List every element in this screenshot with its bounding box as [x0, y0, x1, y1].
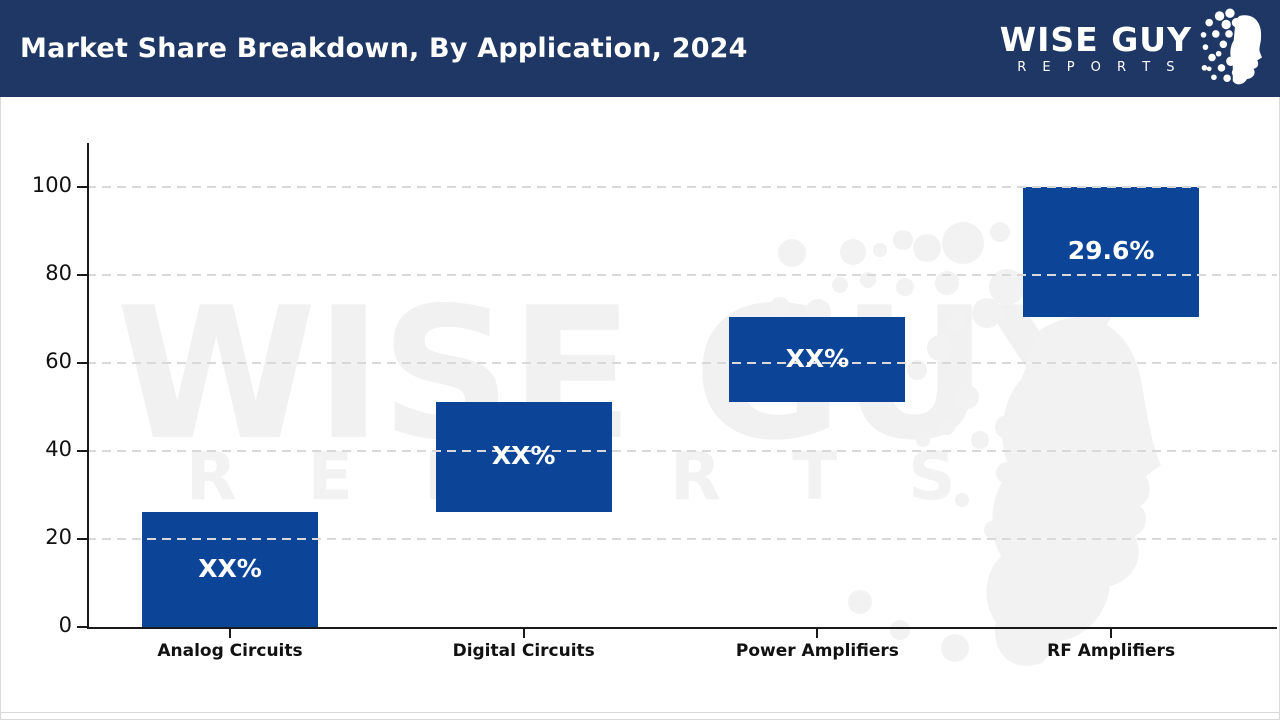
- bar-analog-circuits: [142, 512, 318, 627]
- gridline-80: [87, 274, 1277, 276]
- bar-power-amplifiers: [729, 317, 906, 403]
- bar-digital-circuits: [435, 402, 612, 513]
- page-title: Market Share Breakdown, By Application, …: [20, 33, 748, 64]
- watermark-text: WISE GUY: [116, 268, 1118, 480]
- brand-name: WISE GUY: [999, 20, 1192, 59]
- y-tick-label: 0: [58, 613, 72, 637]
- y-tick-mark: [77, 538, 87, 540]
- x-tick-mark: [229, 629, 231, 638]
- x-tick-mark: [1110, 629, 1113, 638]
- y-tick-label: 60: [45, 349, 72, 373]
- header: Market Share Breakdown, By Application, …: [0, 0, 1280, 97]
- y-tick-mark: [77, 186, 87, 188]
- brand-face-icon: [1200, 7, 1262, 84]
- y-tick-label: 20: [45, 525, 72, 549]
- x-category-label: RF Amplifiers: [1047, 641, 1176, 661]
- x-category-label: Digital Circuits: [452, 641, 595, 661]
- y-axis-line: [87, 143, 89, 629]
- y-tick-mark: [77, 626, 87, 628]
- gridline-40: [87, 450, 1277, 452]
- bar-value-label: 29.6%: [1067, 236, 1155, 266]
- y-tick-label: 100: [31, 173, 72, 197]
- x-tick-mark: [522, 629, 525, 638]
- y-tick-mark: [77, 362, 87, 364]
- x-axis-line: [87, 627, 1277, 629]
- y-tick-mark: [77, 274, 87, 276]
- bar-value-label: XX%: [491, 441, 556, 471]
- bar-rf-amplifiers: [1023, 187, 1200, 318]
- bottom-divider: [0, 712, 1280, 713]
- gridline-100: [87, 186, 1277, 188]
- y-tick-label: 40: [45, 437, 72, 461]
- brand-logo-text: WISE GUY R E P O R T S: [1000, 23, 1192, 74]
- brand-logo: WISE GUY R E P O R T S: [1000, 7, 1262, 90]
- gridline-60: [87, 362, 1277, 364]
- brand-subtitle: R E P O R T S: [1017, 60, 1181, 75]
- bar-value-label: XX%: [785, 343, 850, 373]
- y-tick-mark: [77, 450, 87, 452]
- x-tick-mark: [816, 629, 819, 638]
- gridline-20: [87, 538, 1277, 540]
- x-category-label: Analog Circuits: [157, 641, 303, 661]
- y-tick-label: 80: [45, 261, 72, 285]
- x-category-label: Power Amplifiers: [735, 641, 899, 661]
- bar-value-label: XX%: [198, 553, 262, 583]
